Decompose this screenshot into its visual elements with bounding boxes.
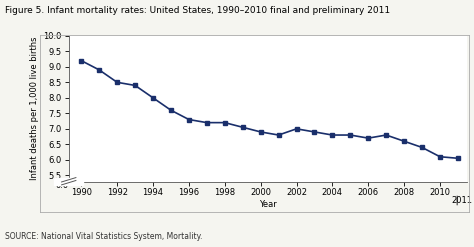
Bar — [55, 178, 83, 185]
Text: 2011: 2011 — [451, 196, 473, 205]
X-axis label: Year: Year — [259, 200, 277, 209]
Text: Figure 5. Infant mortality rates: United States, 1990–2010 final and preliminary: Figure 5. Infant mortality rates: United… — [5, 6, 390, 15]
Text: 0.0: 0.0 — [55, 181, 68, 190]
Text: SOURCE: National Vital Statistics System, Mortality.: SOURCE: National Vital Statistics System… — [5, 232, 202, 241]
Y-axis label: Infant deaths per 1,000 live births: Infant deaths per 1,000 live births — [30, 37, 39, 180]
